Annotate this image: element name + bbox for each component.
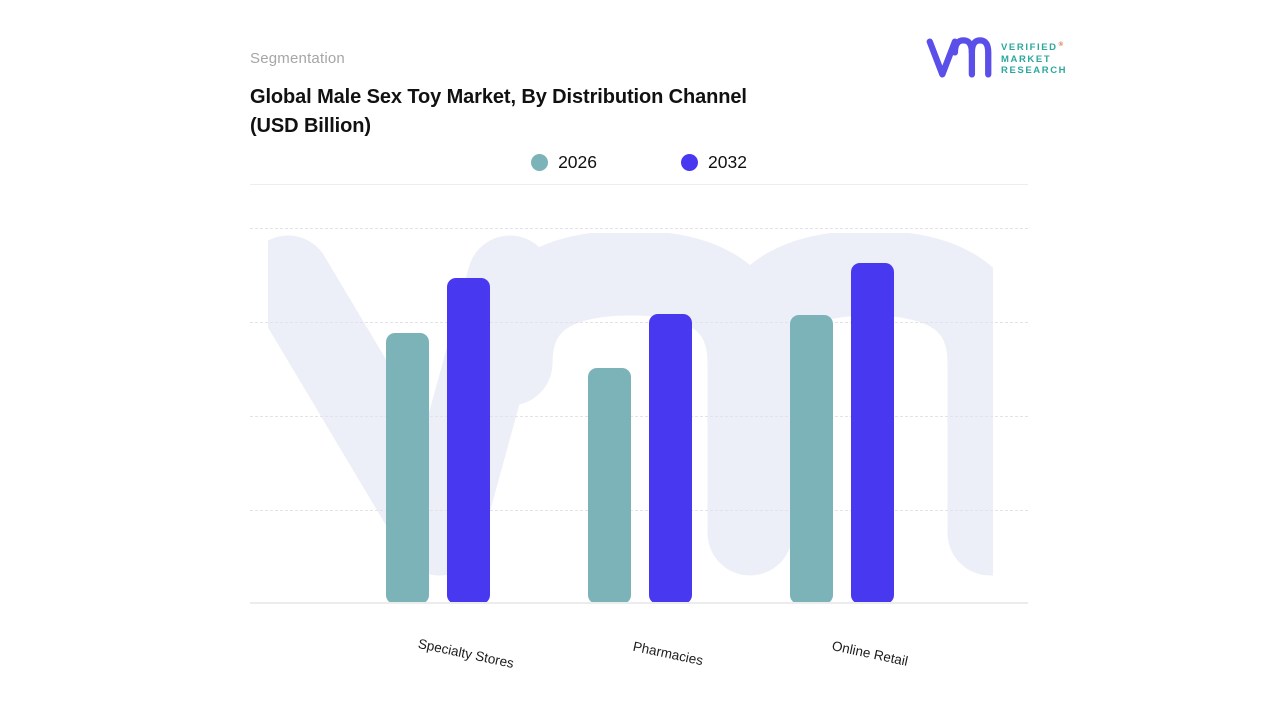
chart-title: Global Male Sex Toy Market, By Distribut… <box>250 83 747 141</box>
gridline <box>250 416 1028 417</box>
legend-swatch-2026 <box>531 153 549 171</box>
chart-legend: 2026 2032 <box>250 148 1028 176</box>
x-axis-line <box>250 602 1028 604</box>
legend-item-2032: 2032 <box>681 152 747 173</box>
legend-label: 2026 <box>558 151 597 172</box>
plot-area <box>250 186 1028 604</box>
category-label-specialty-stores: Specialty Stores <box>416 636 516 671</box>
logo-word-market: MARKET <box>1001 53 1052 65</box>
category-label-online-retail: Online Retail <box>830 638 910 669</box>
gridline <box>250 510 1028 511</box>
legend-label: 2032 <box>708 151 747 172</box>
eyebrow-label: Segmentation <box>250 50 345 67</box>
gridline <box>250 228 1028 229</box>
vmr-logo: VERIFIED® MARKET RESEARCH <box>926 36 1067 80</box>
legend-item-2026: 2026 <box>531 152 597 173</box>
chart-title-line1: Global Male Sex Toy Market, By Distribut… <box>250 86 747 108</box>
gridline <box>250 322 1028 323</box>
legend-swatch-2032 <box>681 153 698 171</box>
category-label-pharmacies: Pharmacies <box>631 638 705 669</box>
bar-2032-pharmacies <box>649 314 692 604</box>
vmr-logo-text: VERIFIED® MARKET RESEARCH <box>1001 40 1067 75</box>
bar-2026-pharmacies <box>588 368 631 604</box>
bar-2032-specialty-stores <box>447 278 490 604</box>
bar-2026-online-retail <box>790 315 833 604</box>
registered-mark-icon: ® <box>1058 42 1064 49</box>
logo-word-research: RESEARCH <box>1001 64 1068 76</box>
chart-title-line2: (USD Billion) <box>250 115 371 137</box>
logo-word-verified: VERIFIED <box>1001 42 1058 54</box>
bar-2032-online-retail <box>851 263 894 604</box>
header-divider <box>250 184 1028 185</box>
vmr-monogram-icon <box>926 37 992 78</box>
bar-2026-specialty-stores <box>386 333 429 604</box>
